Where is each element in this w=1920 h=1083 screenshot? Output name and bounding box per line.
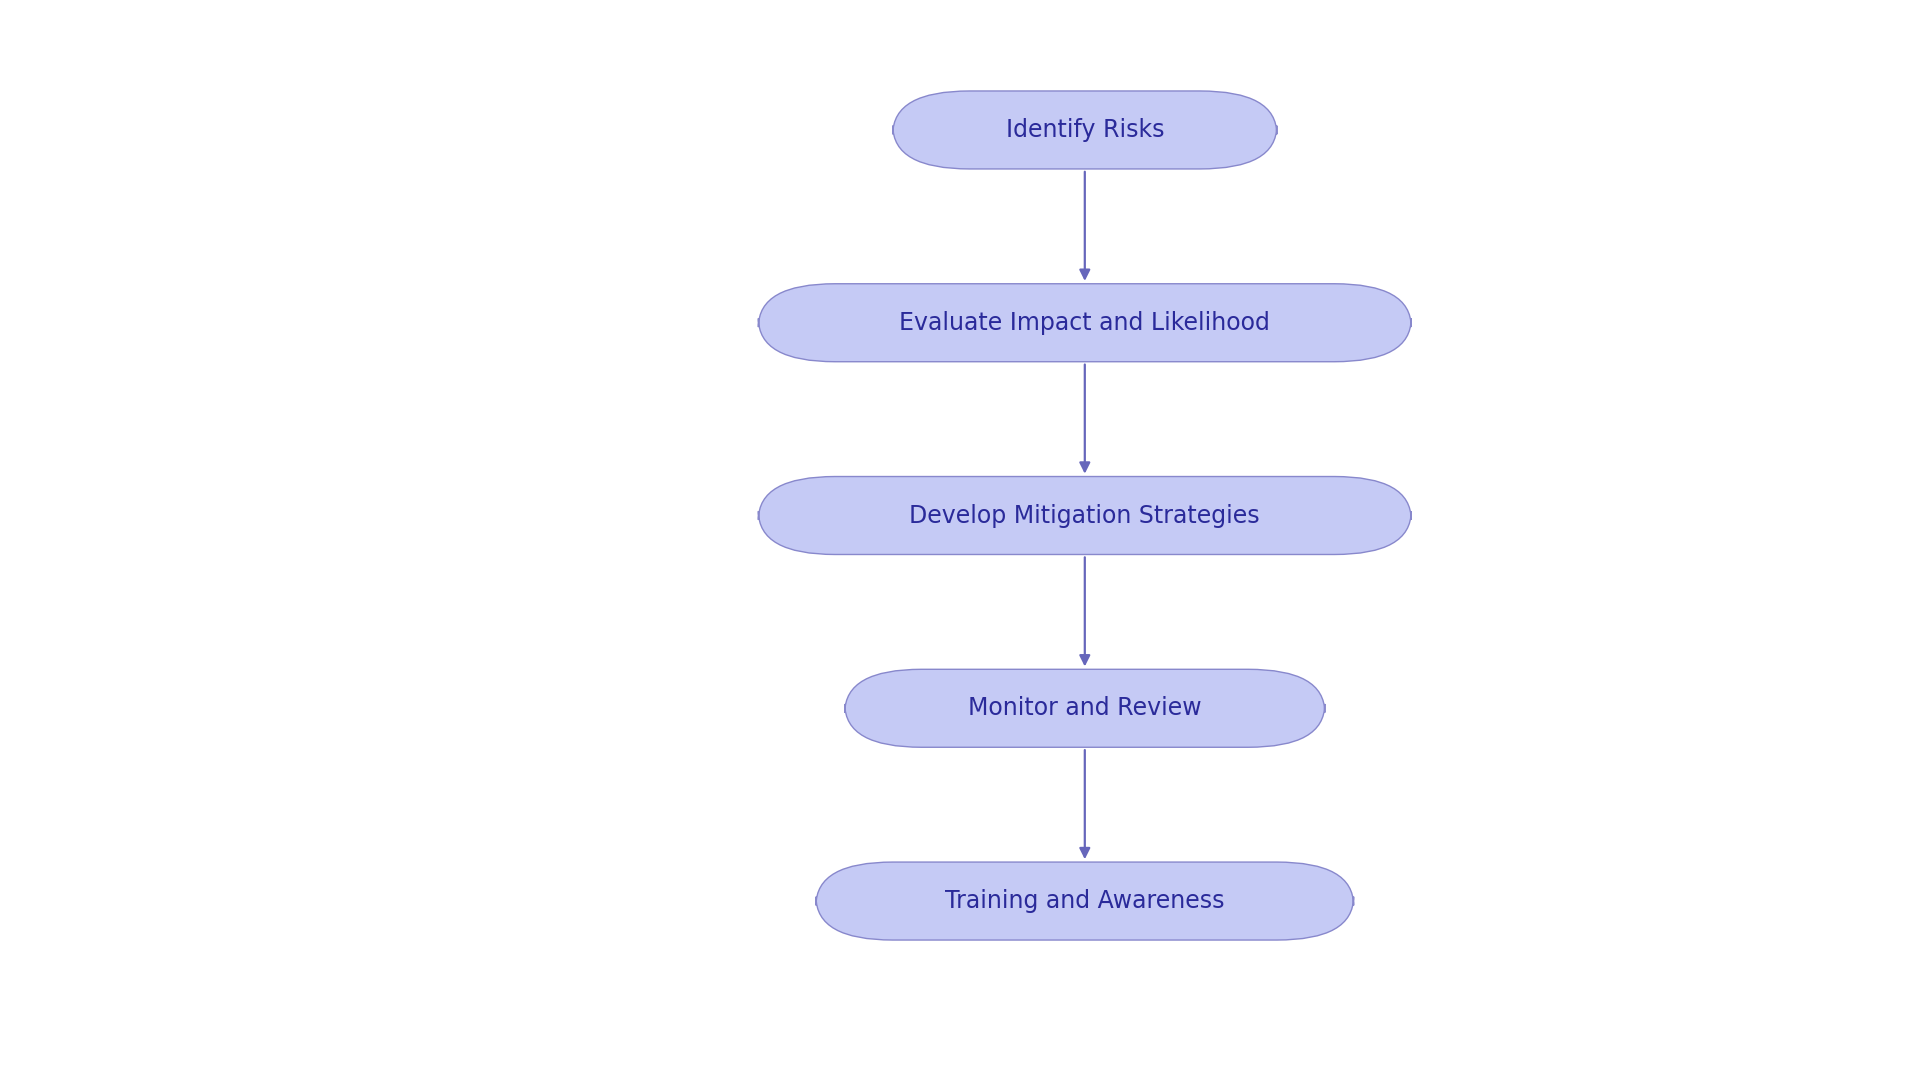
FancyBboxPatch shape: [893, 91, 1277, 169]
Text: Monitor and Review: Monitor and Review: [968, 696, 1202, 720]
Text: Evaluate Impact and Likelihood: Evaluate Impact and Likelihood: [899, 311, 1271, 335]
FancyBboxPatch shape: [845, 669, 1325, 747]
FancyBboxPatch shape: [816, 862, 1354, 940]
Text: Identify Risks: Identify Risks: [1006, 118, 1164, 142]
Text: Develop Mitigation Strategies: Develop Mitigation Strategies: [910, 504, 1260, 527]
FancyBboxPatch shape: [758, 284, 1411, 362]
Text: Training and Awareness: Training and Awareness: [945, 889, 1225, 913]
FancyBboxPatch shape: [758, 477, 1411, 554]
